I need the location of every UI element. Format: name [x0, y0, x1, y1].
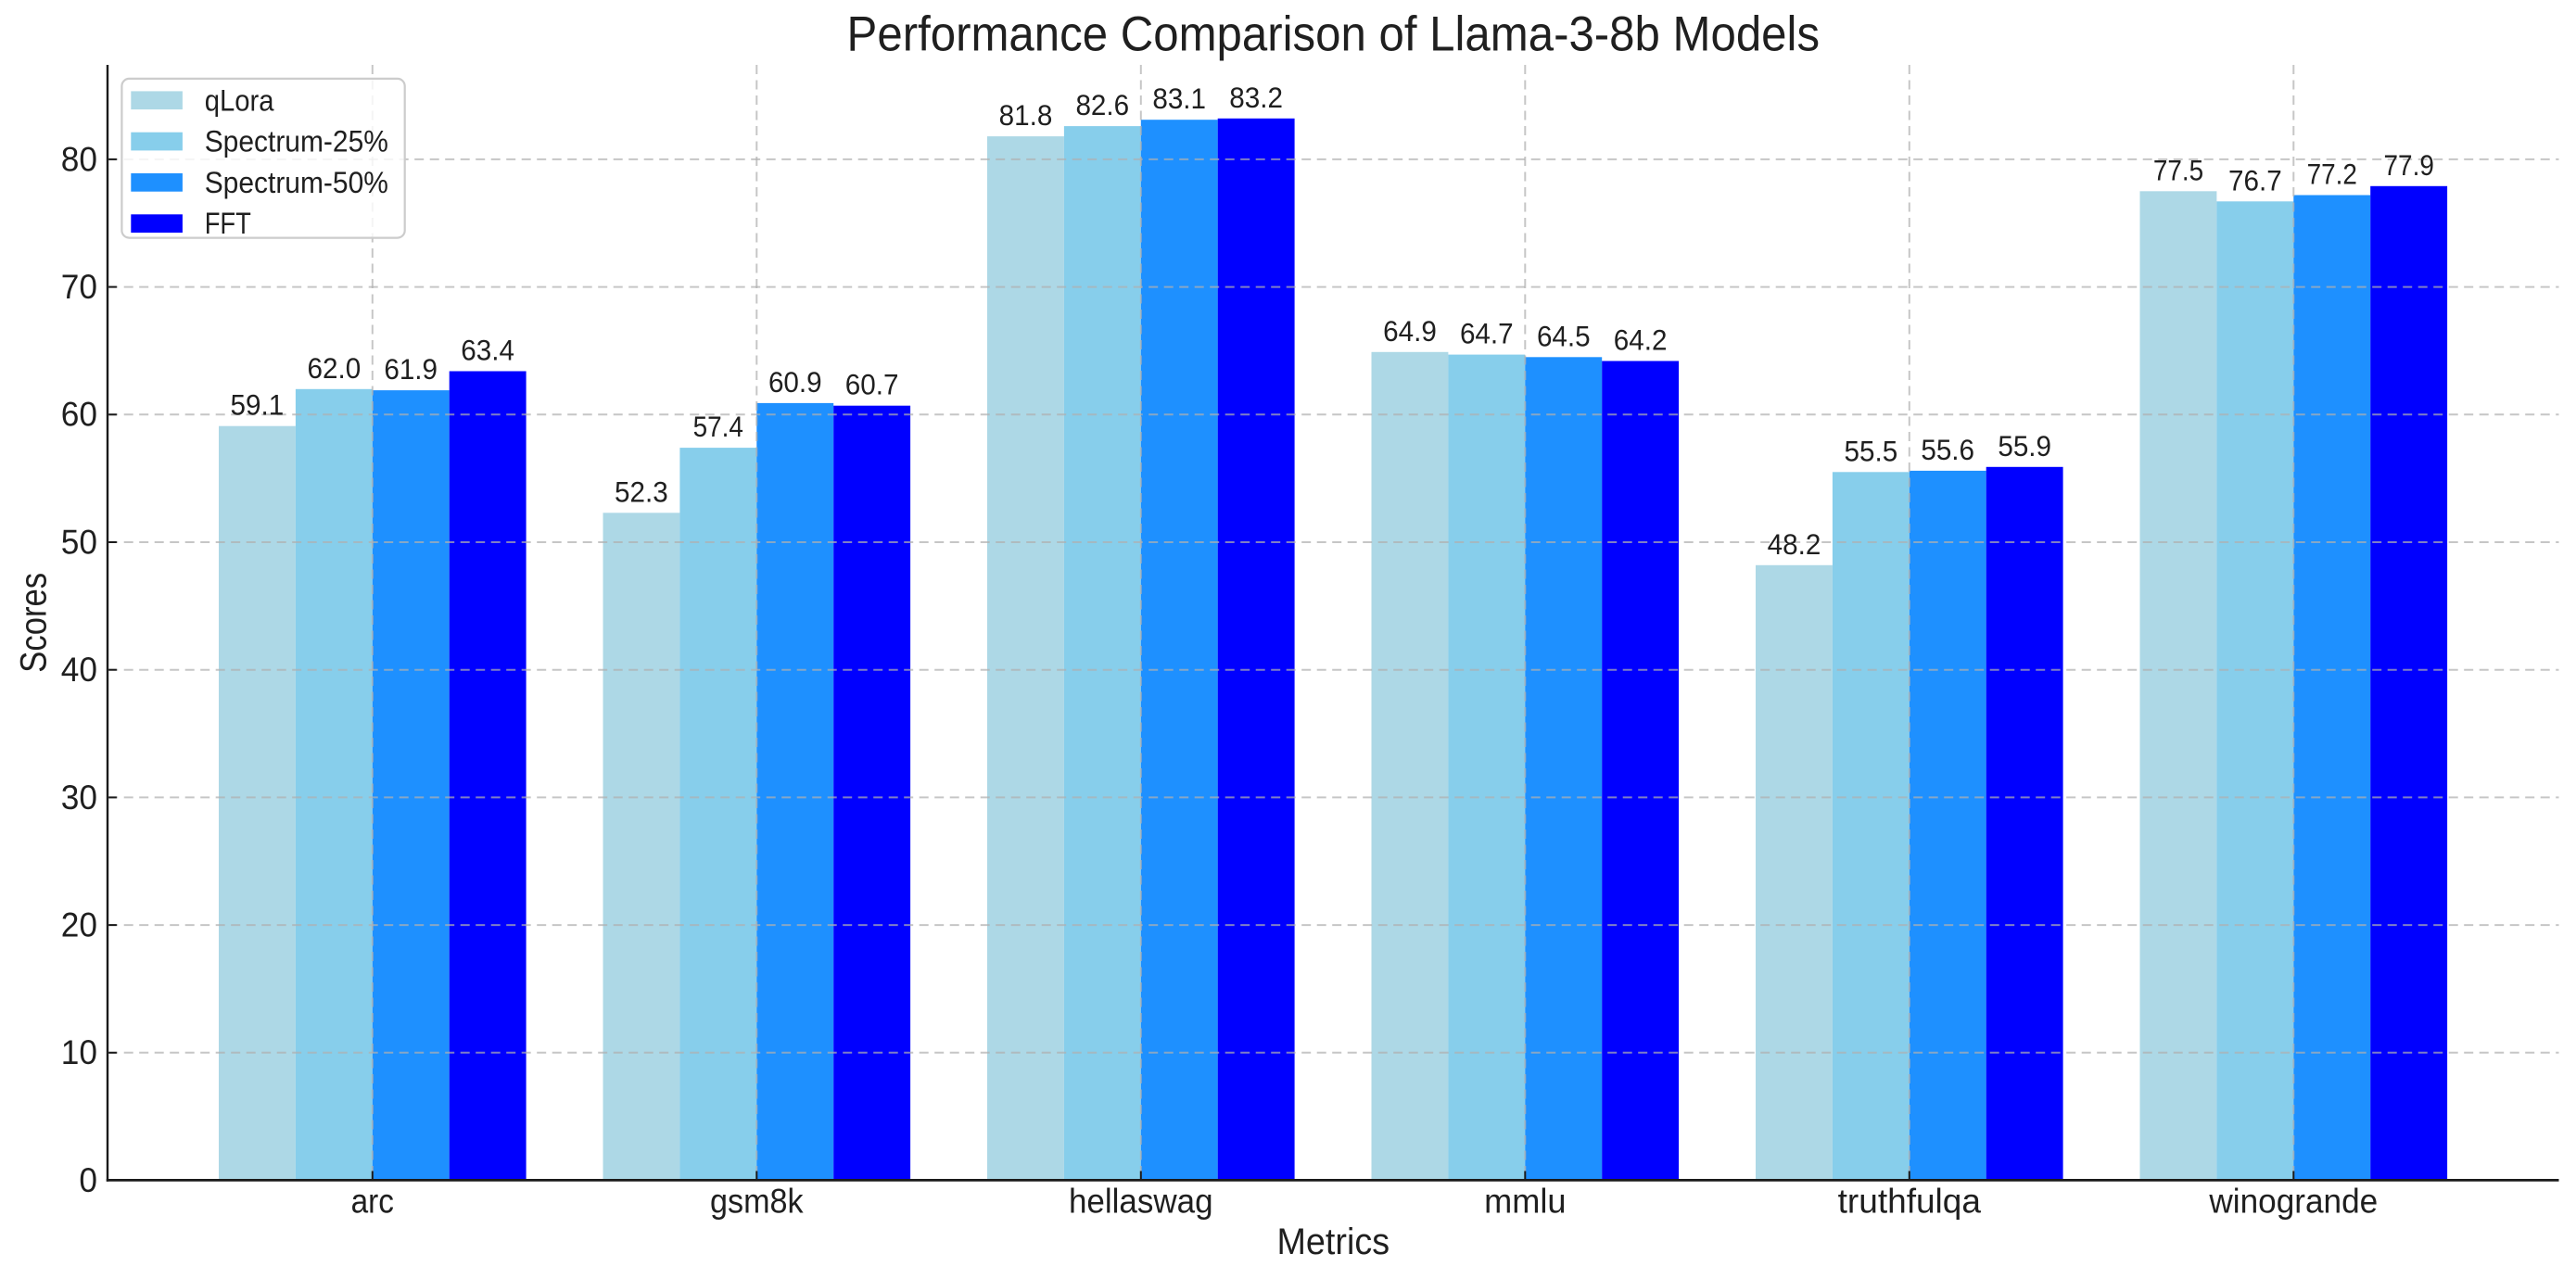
svg-text:qLora: qLora — [205, 83, 274, 117]
svg-text:10: 10 — [61, 1033, 97, 1071]
svg-text:55.9: 55.9 — [1998, 429, 2051, 462]
svg-text:20: 20 — [61, 906, 97, 944]
svg-text:59.1: 59.1 — [231, 388, 285, 422]
svg-text:truthfulqa: truthfulqa — [1838, 1183, 1982, 1221]
svg-text:gsm8k: gsm8k — [710, 1183, 804, 1221]
svg-text:76.7: 76.7 — [2228, 163, 2282, 196]
svg-text:64.5: 64.5 — [1537, 319, 1591, 352]
svg-text:55.6: 55.6 — [1921, 433, 1974, 466]
svg-text:57.4: 57.4 — [693, 410, 743, 443]
svg-text:50: 50 — [61, 523, 97, 561]
svg-text:Scores: Scores — [14, 573, 55, 673]
svg-text:83.2: 83.2 — [1229, 81, 1283, 114]
svg-text:winogrande: winogrande — [2208, 1183, 2378, 1221]
svg-text:arc: arc — [351, 1183, 394, 1221]
svg-text:55.5: 55.5 — [1845, 434, 1898, 467]
svg-text:48.2: 48.2 — [1768, 527, 1821, 561]
svg-text:60.9: 60.9 — [768, 365, 822, 399]
svg-text:0: 0 — [79, 1161, 97, 1199]
svg-text:62.0: 62.0 — [308, 351, 362, 385]
svg-text:64.7: 64.7 — [1460, 317, 1514, 350]
svg-text:mmlu: mmlu — [1484, 1183, 1566, 1221]
svg-text:64.2: 64.2 — [1614, 323, 1668, 357]
svg-text:FFT: FFT — [205, 207, 251, 240]
svg-text:81.8: 81.8 — [999, 98, 1053, 132]
svg-text:61.9: 61.9 — [384, 352, 438, 386]
svg-text:64.9: 64.9 — [1383, 314, 1437, 348]
svg-text:77.9: 77.9 — [2384, 148, 2434, 182]
svg-text:Performance Comparison of Llam: Performance Comparison of Llama-3-8b Mod… — [847, 7, 1821, 62]
svg-text:82.6: 82.6 — [1075, 88, 1129, 121]
svg-text:Spectrum-25%: Spectrum-25% — [205, 125, 388, 158]
svg-text:30: 30 — [61, 779, 97, 817]
svg-text:60.7: 60.7 — [845, 368, 899, 401]
svg-text:77.5: 77.5 — [2153, 153, 2203, 186]
svg-text:60: 60 — [61, 396, 97, 434]
svg-text:Metrics: Metrics — [1277, 1222, 1390, 1262]
svg-text:70: 70 — [61, 268, 97, 306]
svg-text:77.2: 77.2 — [2307, 158, 2357, 191]
svg-text:hellaswag: hellaswag — [1069, 1183, 1213, 1221]
svg-text:80: 80 — [61, 140, 97, 178]
svg-text:63.4: 63.4 — [461, 334, 514, 367]
svg-text:Spectrum-50%: Spectrum-50% — [205, 166, 388, 199]
svg-text:83.1: 83.1 — [1152, 82, 1206, 115]
svg-text:52.3: 52.3 — [615, 475, 668, 508]
svg-text:40: 40 — [61, 651, 97, 689]
